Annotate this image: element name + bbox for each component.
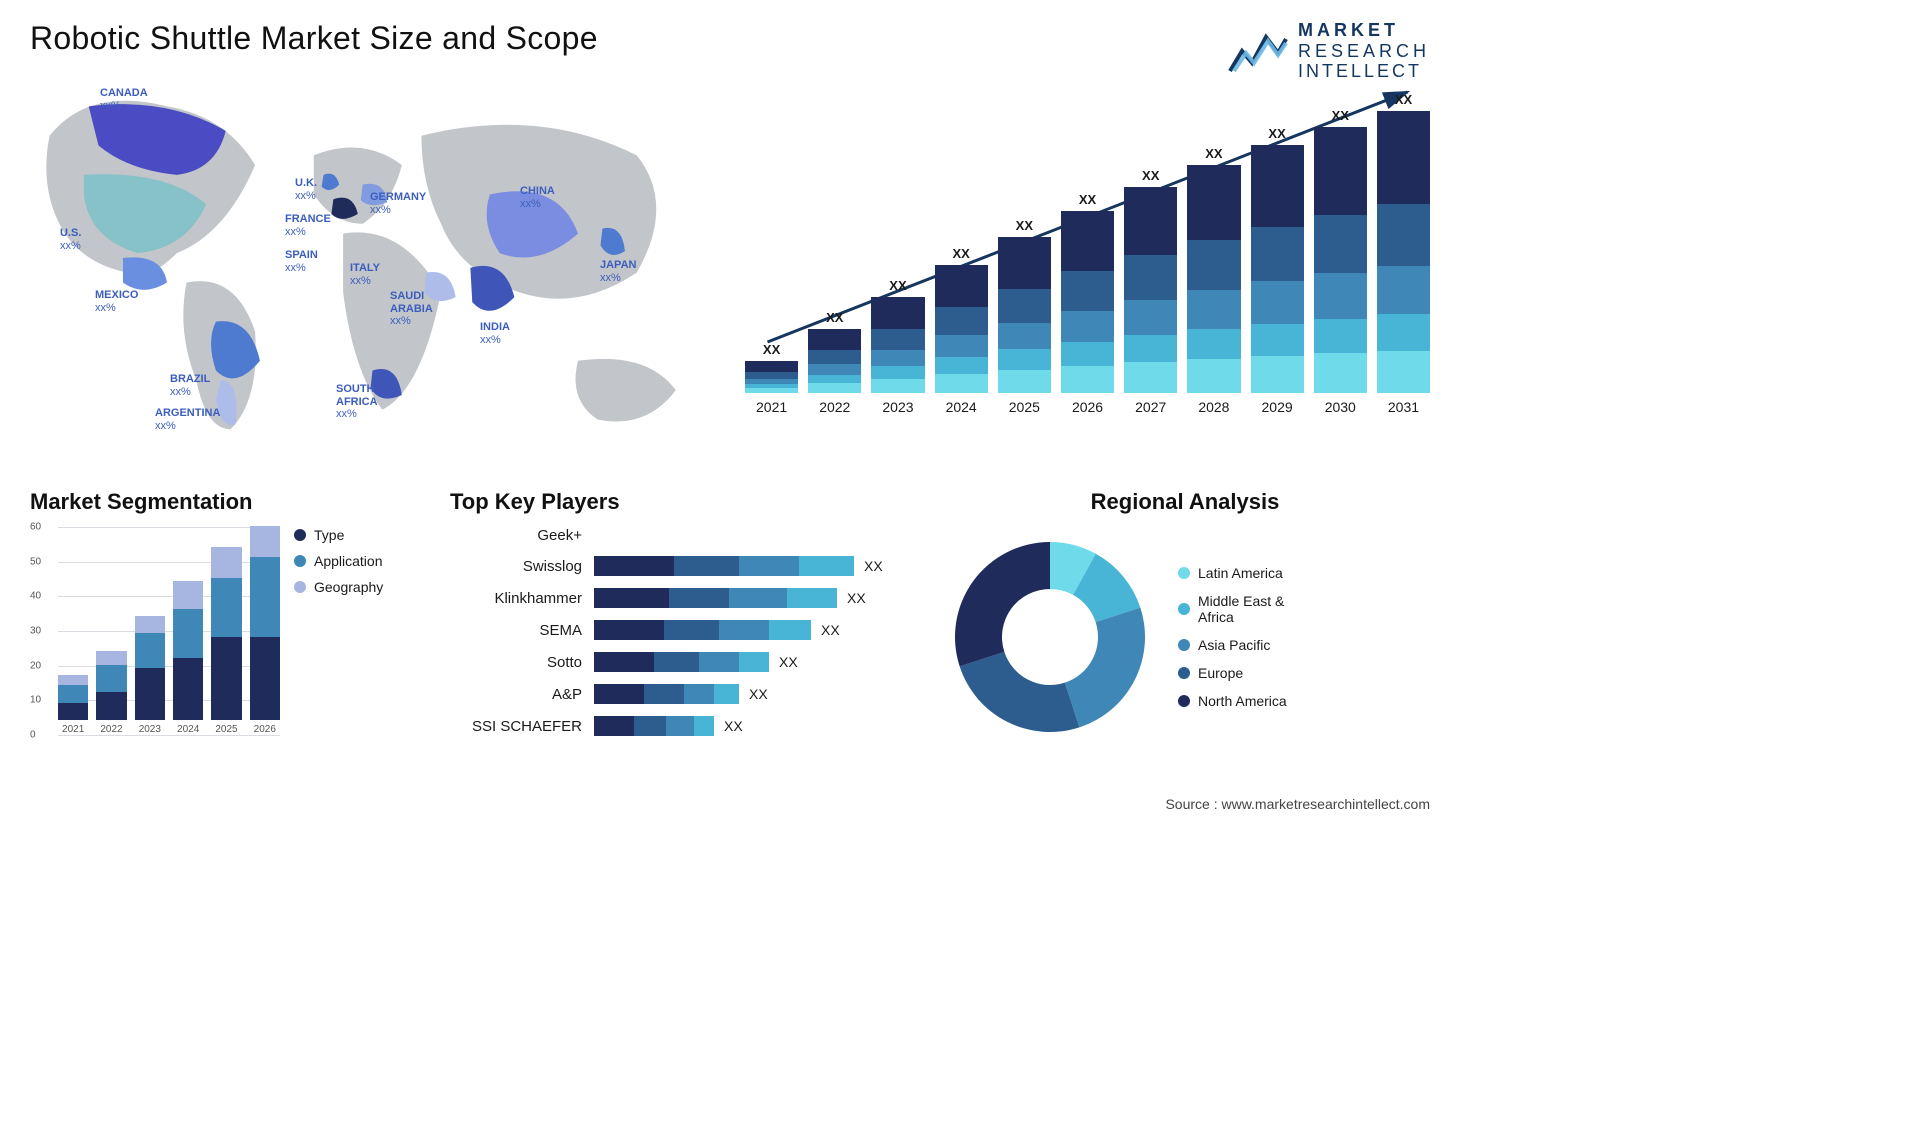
map-label: GERMANYxx%: [370, 191, 426, 216]
segmentation-bar: 2023: [135, 616, 165, 735]
growth-bar-chart: XX2021XX2022XX2023XX2024XX2025XX2026XX20…: [745, 77, 1430, 477]
player-row: KlinkhammerXX: [450, 588, 920, 608]
growth-bar: XX2031: [1377, 92, 1430, 415]
map-label: FRANCExx%: [285, 213, 331, 238]
regional-panel: Regional Analysis Latin America Middle Ea…: [940, 489, 1430, 779]
segmentation-legend: Type Application Geography: [294, 527, 383, 595]
map-label: SOUTHAFRICAxx%: [336, 383, 378, 421]
growth-bar: XX2027: [1124, 168, 1177, 415]
growth-bar: XX2023: [871, 278, 924, 415]
donut-slice: [960, 652, 1080, 732]
map-label: SAUDIARABIAxx%: [390, 290, 433, 328]
map-label: ARGENTINAxx%: [155, 407, 220, 432]
segmentation-bar: 2021: [58, 675, 88, 735]
segmentation-panel: Market Segmentation 2021 2022 2023 2024 2025…: [30, 489, 430, 779]
player-row: SottoXX: [450, 652, 920, 672]
segmentation-chart: 202120222023202420252026 0102030405060: [30, 527, 280, 757]
growth-bar: XX2029: [1251, 126, 1304, 415]
segmentation-bar: 2024: [173, 581, 203, 735]
logo-icon: [1228, 27, 1288, 75]
regional-title: Regional Analysis: [940, 489, 1430, 515]
legend-item: Latin America: [1178, 565, 1287, 581]
donut-slice: [955, 542, 1050, 666]
growth-bar: XX2022: [808, 310, 861, 415]
regional-legend: Latin America Middle East &Africa Asia Pac…: [1178, 565, 1287, 709]
legend-item: Europe: [1178, 665, 1287, 681]
segmentation-bar: 2026: [250, 526, 280, 735]
map-label: SPAINxx%: [285, 249, 318, 274]
map-label: JAPANxx%: [600, 259, 636, 284]
growth-bar: XX2030: [1314, 108, 1367, 415]
map-label: CHINAxx%: [520, 185, 555, 210]
growth-bar: XX2025: [998, 218, 1051, 415]
player-row: SEMAXX: [450, 620, 920, 640]
donut-slice: [1065, 608, 1145, 728]
source-attribution: Source : www.marketresearchintellect.com: [1165, 796, 1430, 812]
map-label: MEXICOxx%: [95, 289, 138, 314]
map-label: CANADAxx%: [100, 87, 148, 112]
map-label: BRAZILxx%: [170, 373, 210, 398]
growth-bar: XX2028: [1187, 146, 1240, 415]
growth-bar: XX2026: [1061, 192, 1114, 415]
key-players-panel: Top Key Players Geek+ SwisslogXX Klinkhamm…: [450, 489, 920, 779]
player-row: SSI SCHAEFERXX: [450, 716, 920, 736]
map-label: U.K.xx%: [295, 177, 317, 202]
brand-logo: MARKET RESEARCH INTELLECT: [1228, 20, 1430, 82]
legend-item: Type: [294, 527, 383, 543]
legend-item: Asia Pacific: [1178, 637, 1287, 653]
legend-item: North America: [1178, 693, 1287, 709]
growth-bar: XX2021: [745, 342, 798, 415]
map-label: ITALYxx%: [350, 262, 380, 287]
legend-item: Geography: [294, 579, 383, 595]
segmentation-bar: 2022: [96, 651, 126, 735]
page-title: Robotic Shuttle Market Size and Scope: [30, 20, 1430, 57]
legend-item: Middle East &Africa: [1178, 593, 1287, 625]
legend-item: Application: [294, 553, 383, 569]
growth-bar: XX2024: [935, 246, 988, 415]
segmentation-title: Market Segmentation: [30, 489, 430, 515]
map-label: INDIAxx%: [480, 321, 510, 346]
player-row: Geek+: [450, 527, 920, 544]
player-row: SwisslogXX: [450, 556, 920, 576]
map-label: U.S.xx%: [60, 227, 81, 252]
player-row: A&PXX: [450, 684, 920, 704]
world-map-panel: CANADAxx% U.S.xx% MEXICOxx% BRAZILxx% ARGENT…: [30, 77, 715, 477]
players-title: Top Key Players: [450, 489, 920, 515]
segmentation-bar: 2025: [211, 547, 241, 735]
regional-donut-chart: [940, 527, 1160, 747]
